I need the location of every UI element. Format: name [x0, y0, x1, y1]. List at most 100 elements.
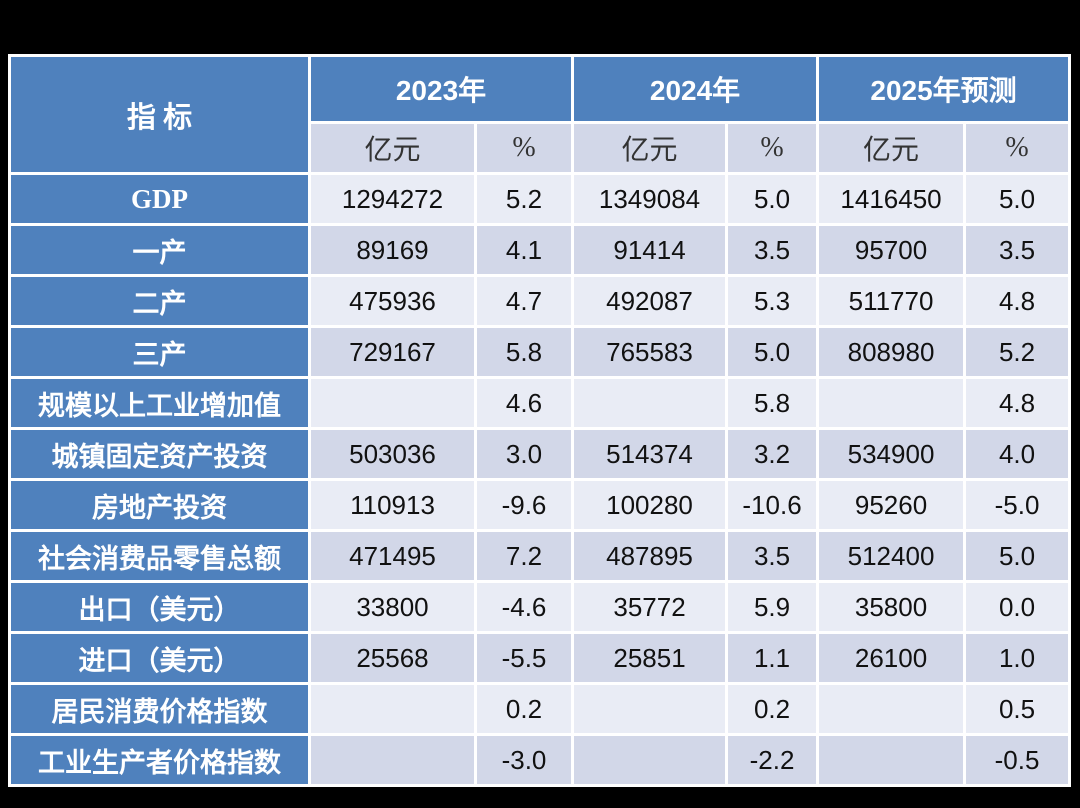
value-cell: -9.6 [477, 481, 572, 529]
value-cell: 3.5 [728, 532, 817, 580]
value-cell: 7.2 [477, 532, 572, 580]
value-cell: 729167 [311, 328, 474, 376]
value-cell [311, 736, 474, 784]
row-label: 二产 [11, 277, 308, 325]
value-cell: 0.5 [966, 685, 1069, 733]
table-row: 一产 89169 4.1 91414 3.5 95700 3.5 [11, 226, 1069, 274]
value-cell: 512400 [819, 532, 964, 580]
value-cell: 5.3 [728, 277, 817, 325]
row-label: 社会消费品零售总额 [11, 532, 308, 580]
table-row: 进口（美元） 25568 -5.5 25851 1.1 26100 1.0 [11, 634, 1069, 682]
value-cell: 3.0 [477, 430, 572, 478]
row-label: GDP [11, 175, 308, 223]
table-row: 社会消费品零售总额 471495 7.2 487895 3.5 512400 5.0 [11, 532, 1069, 580]
value-cell: 0.2 [477, 685, 572, 733]
value-cell: 4.0 [966, 430, 1069, 478]
table-row: 规模以上工业增加值 4.6 5.8 4.8 [11, 379, 1069, 427]
header-year-2025-forecast: 2025年预测 [819, 57, 1069, 121]
row-label: 房地产投资 [11, 481, 308, 529]
table-row: 城镇固定资产投资 503036 3.0 514374 3.2 534900 4.0 [11, 430, 1069, 478]
row-label: 三产 [11, 328, 308, 376]
value-cell: 5.0 [966, 532, 1069, 580]
value-cell: 0.0 [966, 583, 1069, 631]
value-cell: 808980 [819, 328, 964, 376]
value-cell: 475936 [311, 277, 474, 325]
value-cell: 471495 [311, 532, 474, 580]
row-label: 城镇固定资产投资 [11, 430, 308, 478]
value-cell: 1294272 [311, 175, 474, 223]
value-cell [574, 736, 726, 784]
value-cell: 26100 [819, 634, 964, 682]
value-cell [574, 379, 726, 427]
value-cell: 33800 [311, 583, 474, 631]
value-cell: 5.0 [728, 328, 817, 376]
row-label: 出口（美元） [11, 583, 308, 631]
unit-header-2024-yuan: 亿元 [574, 124, 726, 172]
value-cell: 503036 [311, 430, 474, 478]
value-cell: 4.8 [966, 277, 1069, 325]
table-body: GDP 1294272 5.2 1349084 5.0 1416450 5.0 一产 89169… [11, 175, 1069, 784]
row-label: 规模以上工业增加值 [11, 379, 308, 427]
value-cell: 5.0 [728, 175, 817, 223]
value-cell: 4.7 [477, 277, 572, 325]
value-cell: 1349084 [574, 175, 726, 223]
value-cell: 5.2 [477, 175, 572, 223]
header-year-2024: 2024年 [574, 57, 817, 121]
table-row: GDP 1294272 5.2 1349084 5.0 1416450 5.0 [11, 175, 1069, 223]
value-cell: 25851 [574, 634, 726, 682]
value-cell: 514374 [574, 430, 726, 478]
value-cell: 91414 [574, 226, 726, 274]
value-cell: 4.6 [477, 379, 572, 427]
value-cell: -5.5 [477, 634, 572, 682]
row-label: 居民消费价格指数 [11, 685, 308, 733]
value-cell: 1.0 [966, 634, 1069, 682]
value-cell [819, 379, 964, 427]
row-label: 工业生产者价格指数 [11, 736, 308, 784]
value-cell: 5.9 [728, 583, 817, 631]
table-row: 居民消费价格指数 0.2 0.2 0.5 [11, 685, 1069, 733]
value-cell: 0.2 [728, 685, 817, 733]
value-cell: 5.8 [728, 379, 817, 427]
value-cell: 95700 [819, 226, 964, 274]
value-cell: 110913 [311, 481, 474, 529]
unit-header-2025-yuan: 亿元 [819, 124, 964, 172]
value-cell [311, 379, 474, 427]
value-cell [819, 736, 964, 784]
table-row: 三产 729167 5.8 765583 5.0 808980 5.2 [11, 328, 1069, 376]
value-cell [819, 685, 964, 733]
value-cell: 3.5 [966, 226, 1069, 274]
economic-indicators-table: 指 标 2023年 2024年 2025年预测 亿元 % 亿元 % 亿元 % G… [8, 54, 1072, 787]
unit-header-2023-percent: % [477, 124, 572, 172]
unit-header-2024-percent: % [728, 124, 817, 172]
value-cell: 5.0 [966, 175, 1069, 223]
value-cell: 534900 [819, 430, 964, 478]
value-cell: -4.6 [477, 583, 572, 631]
value-cell [311, 685, 474, 733]
value-cell: 35772 [574, 583, 726, 631]
value-cell: -0.5 [966, 736, 1069, 784]
value-cell: 492087 [574, 277, 726, 325]
value-cell: 4.1 [477, 226, 572, 274]
value-cell: 4.8 [966, 379, 1069, 427]
value-cell: 1.1 [728, 634, 817, 682]
row-label: 进口（美元） [11, 634, 308, 682]
header-year-2023: 2023年 [311, 57, 572, 121]
value-cell: -2.2 [728, 736, 817, 784]
value-cell: 35800 [819, 583, 964, 631]
value-cell: 25568 [311, 634, 474, 682]
value-cell: 5.2 [966, 328, 1069, 376]
value-cell: 3.2 [728, 430, 817, 478]
table-row: 房地产投资 110913 -9.6 100280 -10.6 95260 -5.0 [11, 481, 1069, 529]
row-label: 一产 [11, 226, 308, 274]
table-row: 出口（美元） 33800 -4.6 35772 5.9 35800 0.0 [11, 583, 1069, 631]
value-cell: 95260 [819, 481, 964, 529]
table-row: 工业生产者价格指数 -3.0 -2.2 -0.5 [11, 736, 1069, 784]
value-cell: 765583 [574, 328, 726, 376]
value-cell: 5.8 [477, 328, 572, 376]
value-cell: 511770 [819, 277, 964, 325]
unit-header-2025-percent: % [966, 124, 1069, 172]
value-cell: 89169 [311, 226, 474, 274]
value-cell: 487895 [574, 532, 726, 580]
value-cell: 1416450 [819, 175, 964, 223]
